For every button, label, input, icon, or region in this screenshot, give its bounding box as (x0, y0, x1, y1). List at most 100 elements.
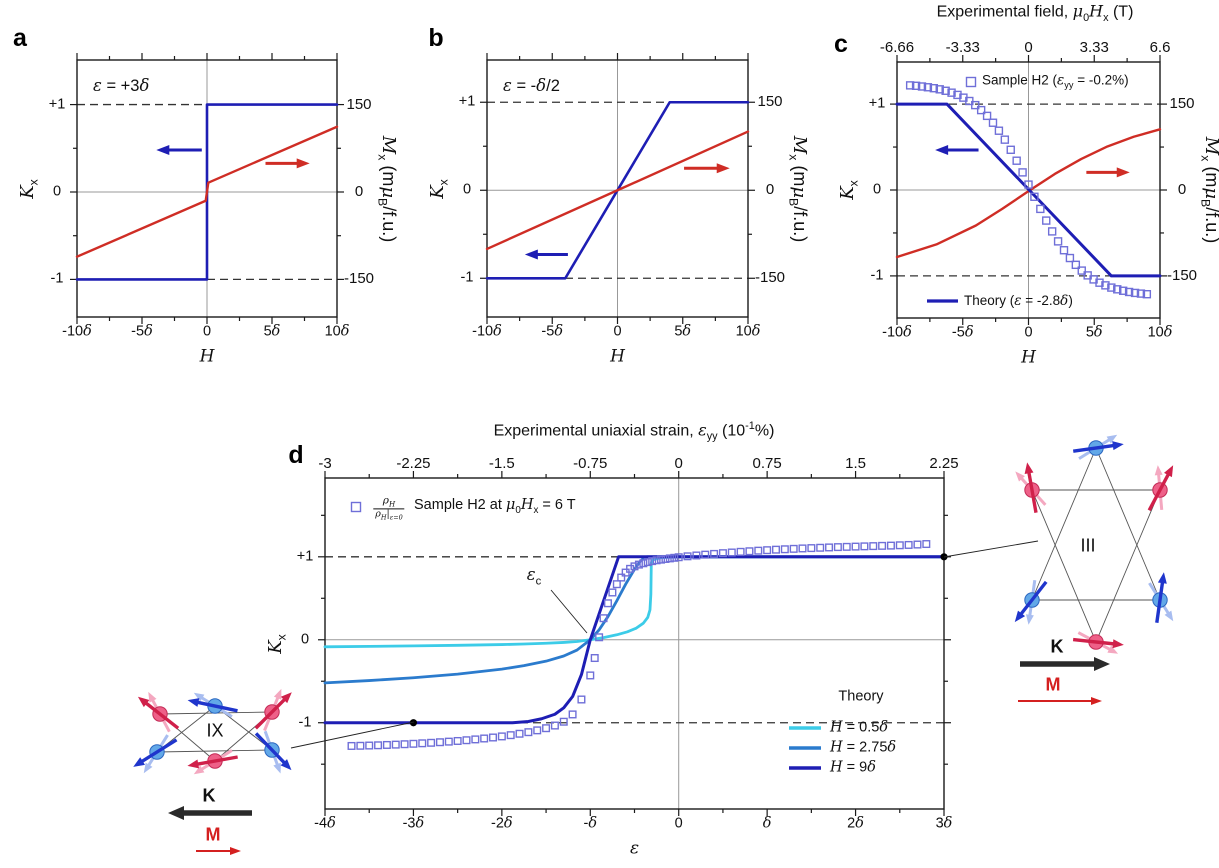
III-K-arrow-head (1094, 657, 1110, 671)
III-spin-arrow (1147, 471, 1172, 512)
d-data-square (599, 614, 608, 623)
d-data-square (524, 728, 533, 737)
d-data-square (400, 740, 409, 749)
III-spin-arrow-head (1112, 639, 1124, 649)
d-data-square (391, 740, 400, 749)
IX-ghost-spin-arrow-head (148, 691, 157, 703)
IX-ghost-spin-arrow-head (273, 688, 282, 700)
d-connector-line (290, 721, 415, 749)
IX-spin-arrow (194, 700, 238, 713)
IX-spin-arrow (254, 732, 288, 766)
III-ghost-spin-arrow-head (1015, 471, 1025, 482)
d-data-square (590, 654, 599, 663)
d-data-square (661, 554, 670, 563)
c-data-square (1071, 260, 1081, 270)
III-lattice-edge (1095, 489, 1161, 643)
d-data-square (347, 741, 356, 750)
c-data-square (982, 111, 992, 121)
d-data-square (878, 541, 887, 550)
c-data-square (1101, 281, 1110, 290)
d-data-square (542, 724, 551, 733)
d-data-square (913, 540, 922, 549)
d-data-square (869, 542, 878, 551)
III-spin-arrow-head (1112, 441, 1124, 451)
IX-spin-arrow-head (280, 759, 292, 771)
d-data-square (608, 588, 617, 597)
III-spin-arrow-head (1014, 610, 1026, 623)
d-data-square (798, 544, 807, 553)
c-data-square (1095, 278, 1104, 287)
d-data-square (586, 671, 595, 680)
c-data-square (1059, 246, 1069, 255)
III-M-arrow-head (1091, 697, 1102, 705)
IX-spin-arrow-head (187, 698, 200, 707)
III-lattice-edge (1095, 447, 1161, 601)
d-data-square (763, 546, 772, 555)
d-data-square (665, 554, 674, 563)
d-data-square (506, 731, 515, 740)
d-data-square (922, 540, 931, 549)
c-data-square (994, 126, 1004, 135)
d-data-square (533, 726, 542, 735)
d-data-square (780, 545, 789, 554)
c-data-square (1130, 288, 1140, 298)
III-spin-arrow-head (1164, 465, 1174, 478)
c-axis-arrow-head (1116, 167, 1130, 178)
c-series-Mx (895, 128, 1162, 259)
d-data-square (674, 553, 683, 562)
a-axis-arrow-head (296, 158, 310, 169)
III-ghost-spin-arrow-head (1154, 465, 1163, 476)
d-data-square (745, 547, 754, 556)
IX-spin-arrow (138, 738, 178, 765)
d-data-square (701, 550, 710, 559)
IX-spin-arrow-head (137, 696, 150, 708)
d-data-square (639, 559, 648, 568)
d-data-square (409, 739, 418, 748)
III-ghost-spin-arrow-head (1164, 610, 1174, 622)
c-data-square (1053, 237, 1063, 246)
IX-M-arrow-head (230, 847, 241, 855)
d-data-square (710, 549, 719, 558)
d-data-square (789, 544, 798, 553)
a-series-Mx (75, 125, 339, 258)
d-frame (324, 477, 945, 810)
d-legend-square-icon (350, 501, 362, 513)
d-data-square (634, 560, 643, 569)
d-data-square (497, 732, 506, 741)
d-data-square (670, 553, 679, 562)
c-data-square (905, 81, 915, 90)
IX-spin-arrow (194, 755, 238, 767)
III-lattice-edge (1031, 447, 1097, 601)
IX-ghost-spin-arrow-head (193, 692, 205, 702)
c-series-Kx-theory (895, 102, 1162, 278)
d-data-square (568, 710, 577, 719)
III-spin-arrow (1072, 443, 1117, 453)
d-data-square (462, 736, 471, 745)
c-data-square (1113, 285, 1122, 294)
d-data-square (851, 542, 860, 551)
d-data-square (626, 564, 635, 573)
d-data-square (904, 540, 913, 549)
c-legend-square-icon (965, 76, 977, 88)
III-spin-arrow (1018, 580, 1048, 618)
d-data-square (807, 544, 816, 553)
d-data-square (860, 542, 869, 551)
c-data-square (923, 83, 933, 92)
d-data-square (617, 573, 626, 582)
c-data-square (953, 90, 962, 100)
d-data-square (754, 546, 763, 555)
c-axis-arrow-head (935, 145, 949, 156)
d-data-square (842, 542, 851, 551)
d-data-square (515, 729, 524, 738)
c-data-square (947, 88, 956, 97)
b-axis-arrow-head (716, 163, 730, 174)
d-series-H=0.5d (323, 555, 946, 649)
d-data-square (382, 740, 391, 749)
d-data-square (648, 557, 657, 566)
c-data-square (1000, 135, 1010, 144)
c-data-square (1042, 216, 1051, 225)
a-axis-arrow-head (156, 145, 170, 156)
d-connector-line (943, 540, 1039, 558)
III-spin-arrow-head (1024, 462, 1034, 475)
